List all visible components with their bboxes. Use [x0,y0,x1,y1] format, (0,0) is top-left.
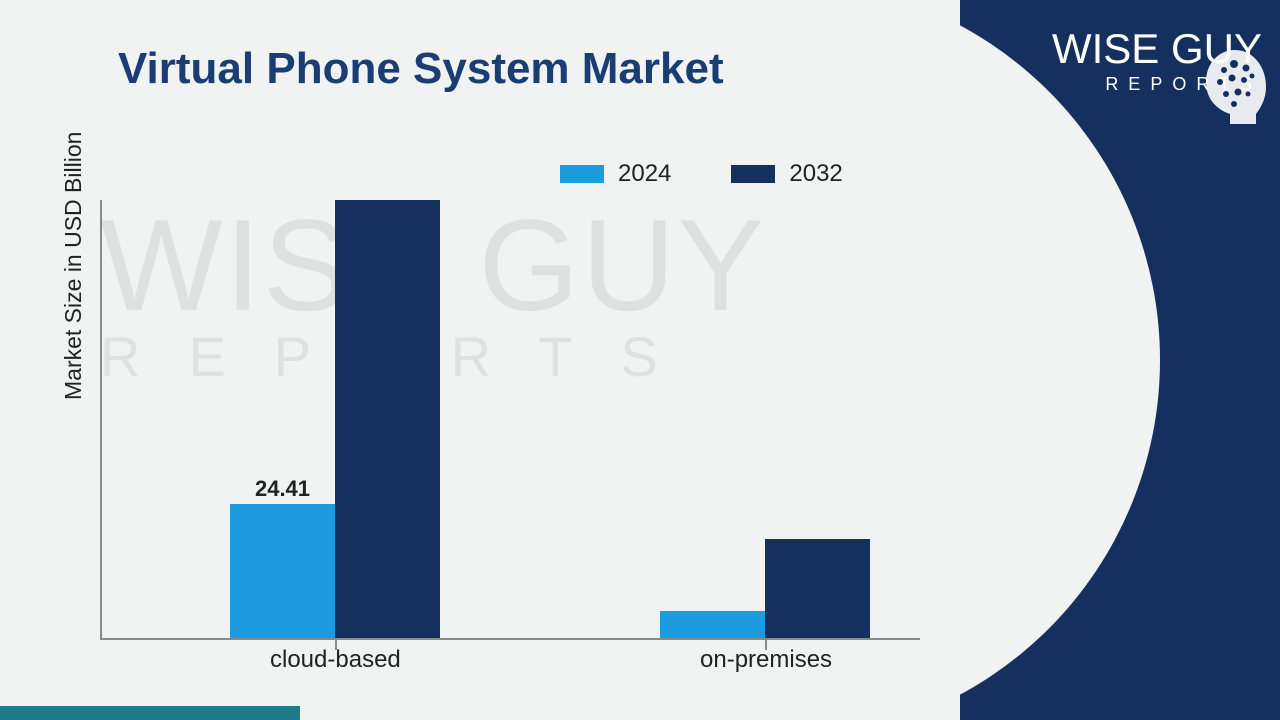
x-axis [100,638,920,640]
legend-item: 2024 [560,160,671,188]
plot-area: 24.41 cloud-based on-premises [100,200,920,640]
bar-group: 24.41 [230,200,440,638]
y-axis [100,200,102,640]
category-label: on-premises [700,646,832,674]
legend-swatch [560,165,604,183]
y-axis-label: Market Size in USD Billion [60,132,87,400]
bar [660,611,765,638]
legend-label: 2032 [789,160,842,188]
bar [335,200,440,638]
brand-head-icon [1200,48,1270,126]
legend-swatch [731,165,775,183]
footer-accent-bar [0,706,300,720]
category-label: cloud-based [270,646,401,674]
legend: 2024 2032 [560,160,843,188]
brand-logo: WISE GUY REPORTS [962,28,1262,95]
stage: WISE GUY REPORTS WISE GUY REPORTS Virtua… [0,0,1280,720]
bar-value-label: 24.41 [230,476,335,502]
legend-label: 2024 [618,160,671,188]
legend-item: 2032 [731,160,842,188]
bar-group [660,539,870,638]
bar [765,539,870,638]
bar: 24.41 [230,504,335,638]
chart-title: Virtual Phone System Market [118,44,724,94]
